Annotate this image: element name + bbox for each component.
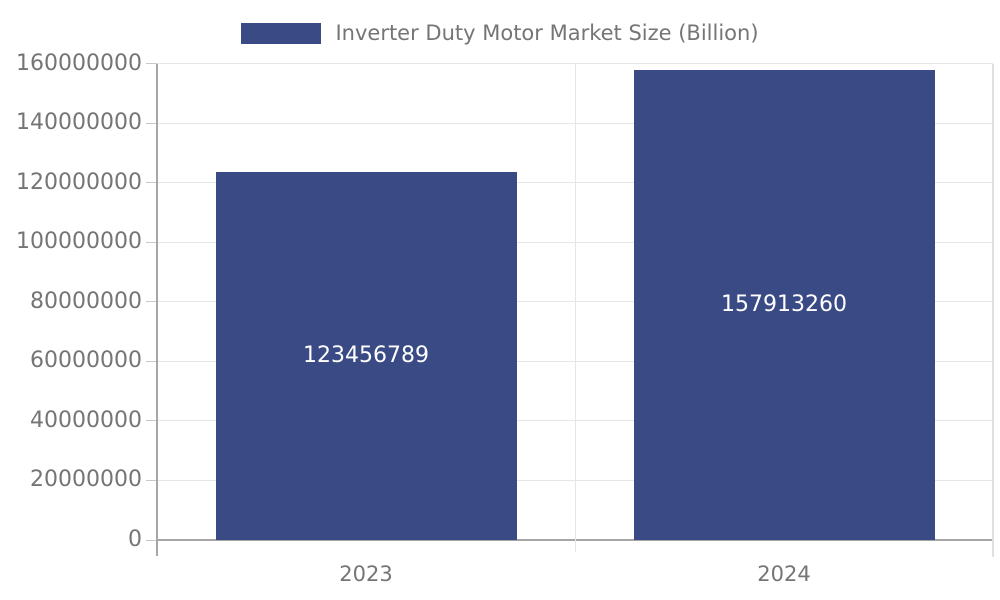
legend-label: Inverter Duty Motor Market Size (Billion… [335, 21, 759, 45]
y-tick-label: 80000000 [30, 288, 142, 314]
category-divider-gridline [574, 63, 576, 552]
bar-2023 [215, 172, 517, 540]
y-tick-label: 100000000 [16, 229, 142, 255]
y-axis-tick [146, 539, 157, 541]
x-tick-label: 2024 [757, 562, 811, 586]
y-axis-tick [146, 360, 157, 362]
bar-value-label: 123456789 [303, 343, 429, 369]
y-axis-tick [146, 420, 157, 422]
y-axis-tick [146, 301, 157, 303]
y-tick-label: 160000000 [16, 50, 142, 76]
legend-swatch [241, 22, 322, 44]
legend: Inverter Duty Motor Market Size (Billion… [0, 21, 1000, 45]
y-tick-label: 120000000 [16, 169, 142, 195]
bar-2024 [633, 69, 935, 540]
y-axis-tick [146, 63, 157, 64]
y-axis-tick [146, 241, 157, 243]
y-axis-tick [146, 182, 157, 184]
plot-right-border [992, 63, 994, 557]
y-tick-label: 60000000 [30, 348, 142, 374]
y-tick-label: 40000000 [30, 407, 142, 433]
y-tick-label: 20000000 [30, 467, 142, 493]
y-tick-label: 140000000 [16, 110, 142, 136]
y-axis-tick [146, 479, 157, 481]
bar-value-label: 157913260 [721, 291, 847, 317]
y-axis-tick [146, 122, 157, 124]
y-tick-label: 0 [128, 527, 142, 552]
x-tick-label: 2023 [339, 562, 393, 586]
y-axis-line [156, 63, 158, 556]
